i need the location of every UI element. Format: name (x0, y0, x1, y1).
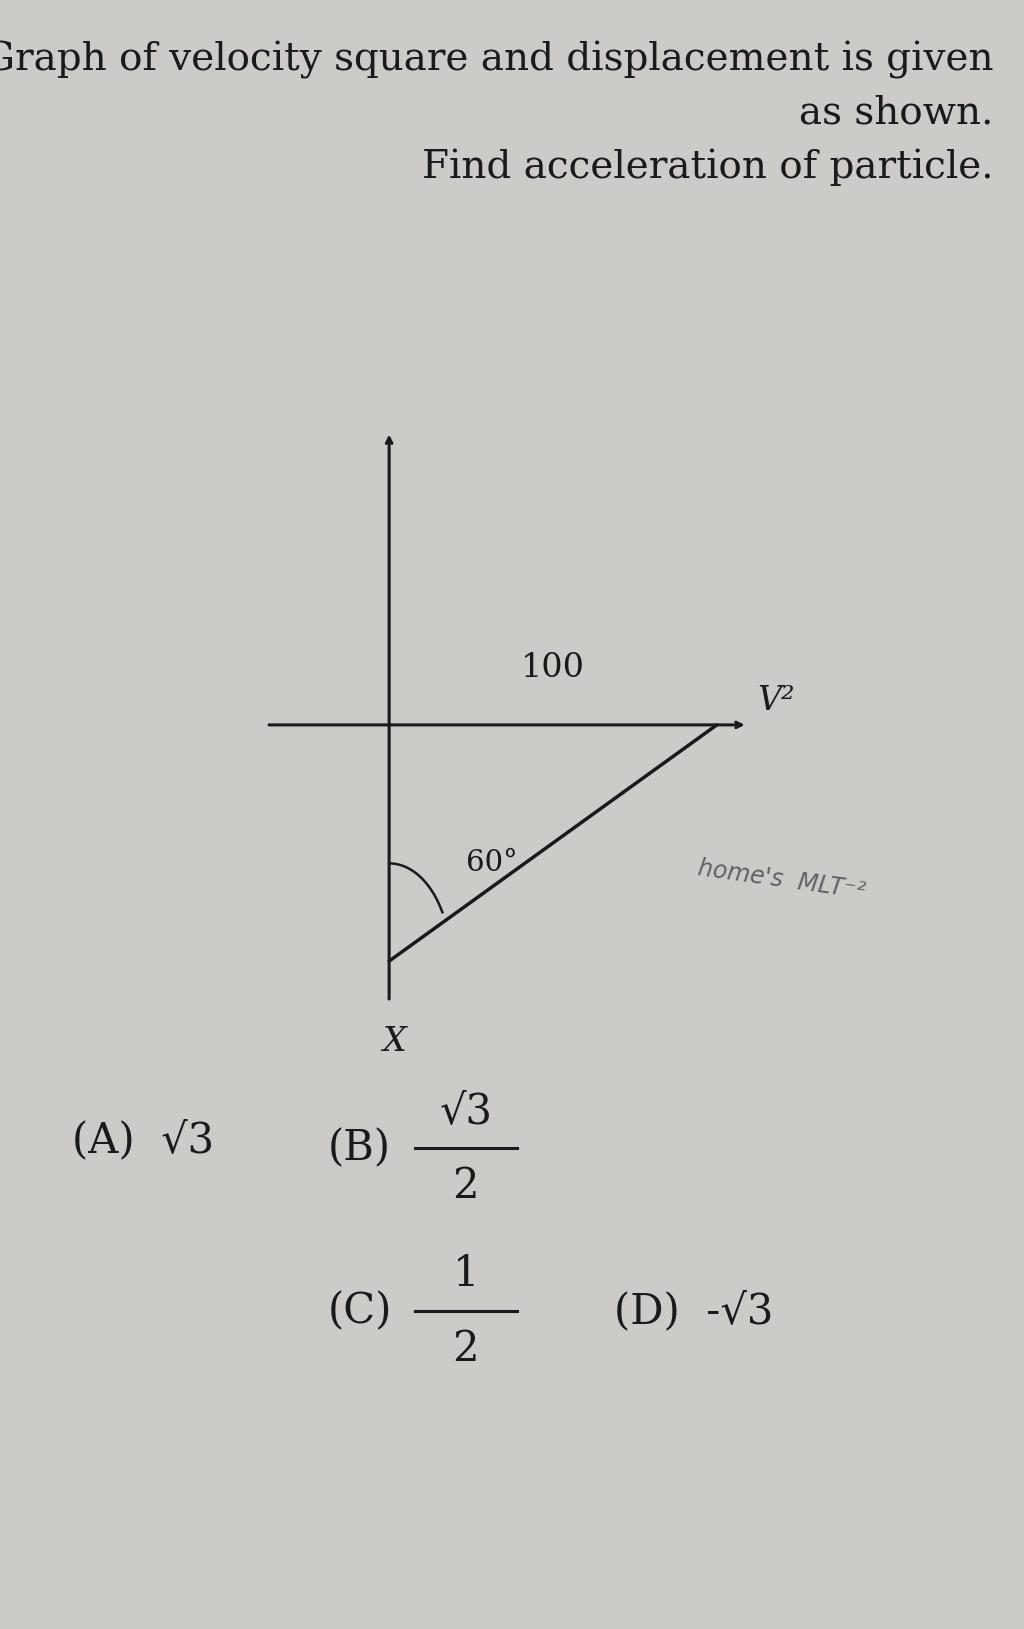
Text: home's  MLT⁻²: home's MLT⁻² (696, 855, 867, 904)
Text: (B): (B) (328, 1127, 391, 1170)
Text: 2: 2 (453, 1328, 479, 1370)
Text: Find acceleration of particle.: Find acceleration of particle. (422, 148, 993, 186)
Text: as shown.: as shown. (799, 94, 993, 132)
Text: 100: 100 (521, 652, 585, 684)
Text: 1: 1 (453, 1253, 479, 1295)
Text: 60°: 60° (466, 849, 517, 878)
Text: (D)  -√3: (D) -√3 (614, 1290, 774, 1333)
Text: (A)  √3: (A) √3 (72, 1119, 214, 1161)
Text: Graph of velocity square and displacement is given: Graph of velocity square and displacemen… (0, 41, 993, 78)
Text: V²: V² (758, 684, 796, 717)
Text: √3: √3 (439, 1090, 493, 1132)
Text: 2: 2 (453, 1165, 479, 1207)
Text: (C): (C) (328, 1290, 392, 1333)
Text: X: X (382, 1026, 407, 1059)
